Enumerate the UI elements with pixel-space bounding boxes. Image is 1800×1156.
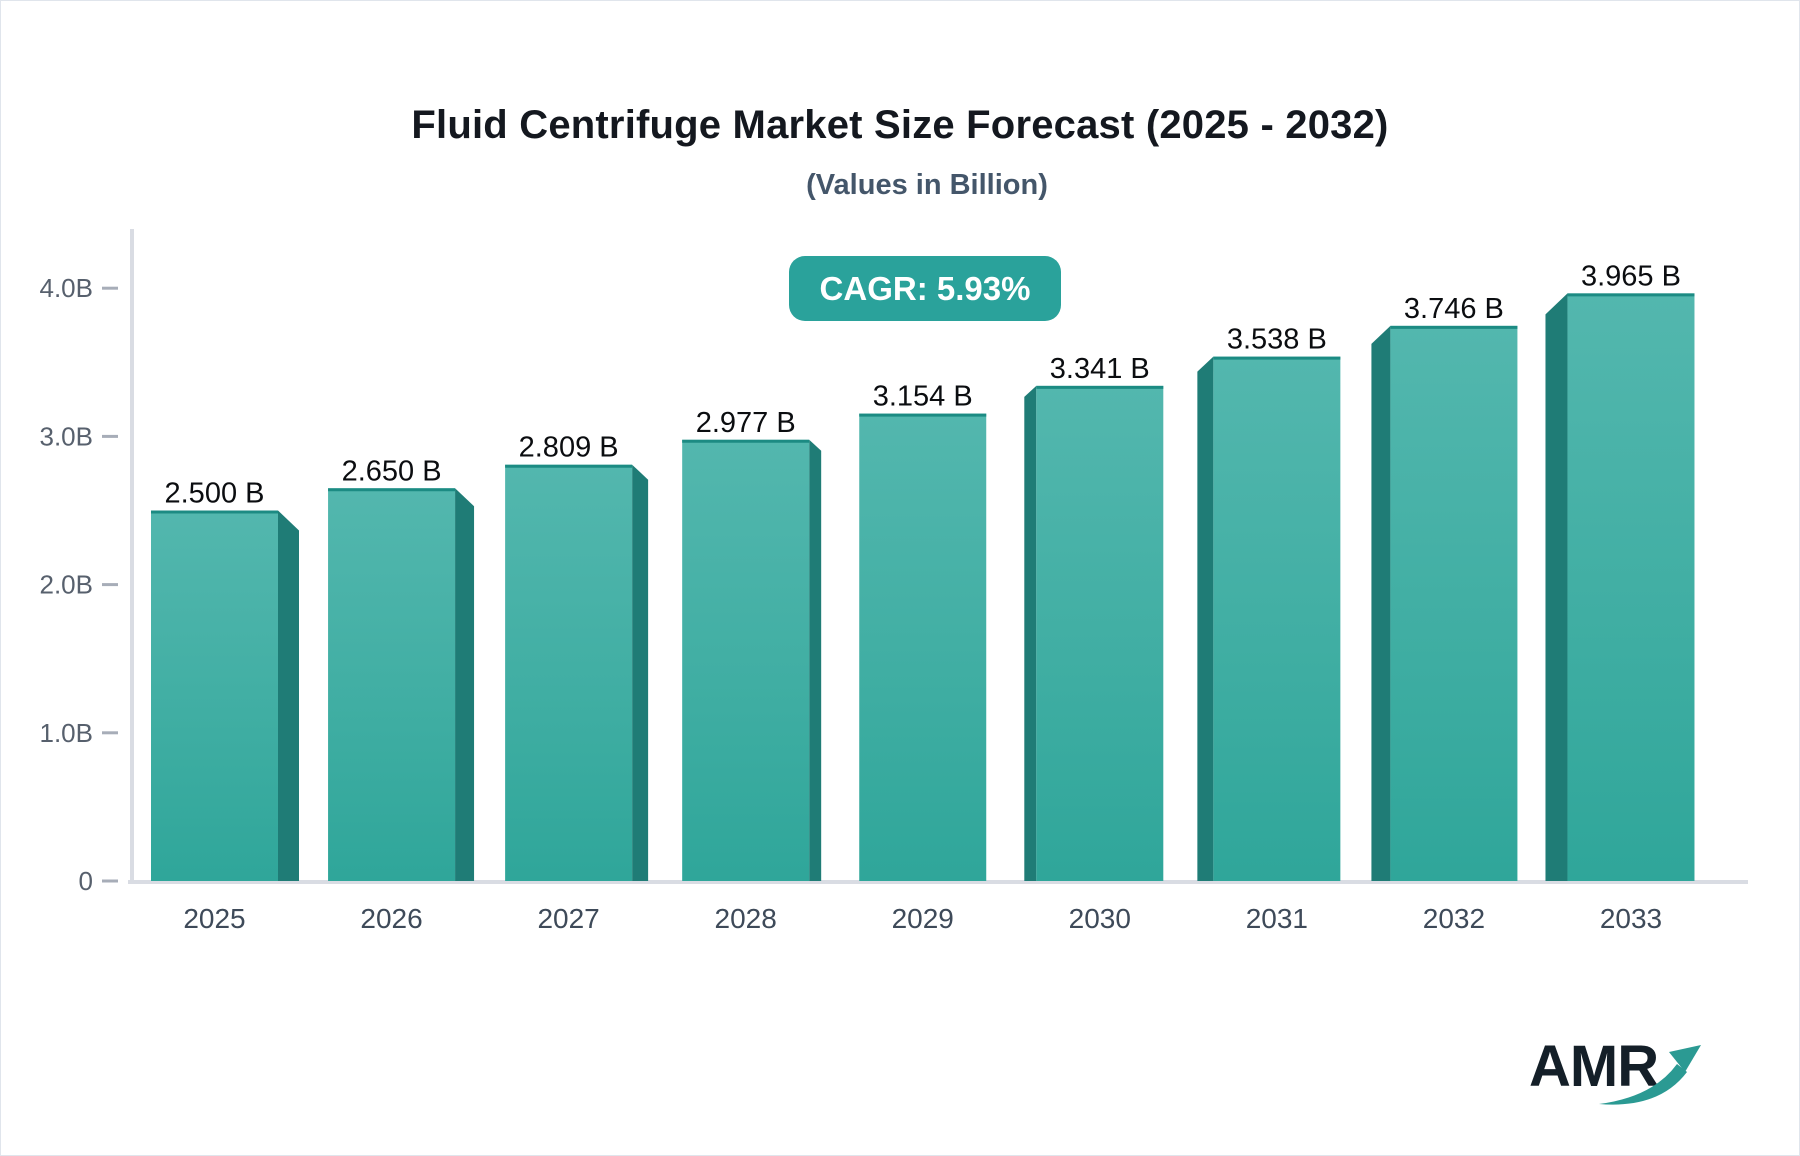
y-tick-label: 3.0B (40, 421, 94, 451)
bar-side (809, 439, 822, 881)
bar-value-label: 2.500 B (165, 478, 265, 510)
bar-2029: 3.154 B 2029 (859, 381, 987, 934)
bar-2026: 2.650 B 2026 (328, 455, 475, 934)
bar-side (1024, 385, 1037, 881)
logo-arrow-icon (1599, 1045, 1701, 1105)
bar-value-label: 3.154 B (873, 381, 973, 413)
bar-value-label: 3.341 B (1050, 353, 1150, 385)
bar-face (328, 488, 456, 881)
bar-value-label: 3.965 B (1581, 260, 1681, 292)
bar-side (632, 464, 649, 881)
bar-value-label: 3.746 B (1404, 293, 1504, 325)
bar-side (1197, 356, 1214, 881)
y-tick-label: 0 (79, 866, 93, 896)
bar-value-label: 2.650 B (342, 455, 442, 487)
x-axis-year-label: 2029 (892, 903, 954, 934)
x-axis-year-label: 2031 (1246, 903, 1308, 934)
amr-logo-text: AMR (1529, 1034, 1658, 1099)
cagr-badge: CAGR: 5.93% (789, 256, 1061, 321)
bars: 2.500 B 2025 2.650 B 2026 2.809 B 2027 2.977 B… (151, 260, 1695, 934)
x-axis-year-label: 2030 (1069, 903, 1131, 934)
bar-face (1213, 356, 1341, 881)
bar-side (455, 488, 475, 881)
bar-face (151, 510, 278, 881)
bar-2028: 2.977 B 2028 (682, 407, 822, 934)
bar-face (859, 413, 987, 881)
y-tick-label: 4.0B (40, 273, 94, 303)
bar-2033: 3.965 B 2033 (1545, 260, 1695, 934)
x-axis-year-label: 2028 (715, 903, 777, 934)
bar-side (278, 510, 299, 881)
y-tick-label: 1.0B (40, 718, 94, 748)
bar-face (505, 464, 633, 881)
x-axis-year-label: 2032 (1423, 903, 1485, 934)
chart-title: Fluid Centrifuge Market Size Forecast (2… (411, 103, 1389, 147)
x-axis-year-label: 2026 (360, 903, 422, 934)
chart-subtitle: (Values in Billion) (806, 169, 1048, 201)
y-tick-label: 2.0B (40, 570, 94, 600)
amr-logo: AMR (1529, 1034, 1701, 1105)
bar-value-label: 2.809 B (519, 432, 619, 464)
bar-value-label: 2.977 B (696, 407, 796, 439)
x-axis-year-label: 2033 (1600, 903, 1662, 934)
axes: 4.0B 3.0B 2.0B 1.0B 0 (40, 229, 1748, 896)
bar-side (1545, 293, 1568, 882)
bar-side (1371, 325, 1391, 882)
x-axis-year-label: 2027 (537, 903, 599, 934)
bar-value-label: 3.538 B (1227, 324, 1327, 356)
bar-face (1567, 293, 1695, 882)
bar-2031: 3.538 B 2031 (1197, 324, 1341, 934)
bar-2027: 2.809 B 2027 (505, 432, 649, 934)
bar-face (1036, 385, 1164, 881)
bar-2032: 3.746 B 2032 (1371, 293, 1518, 934)
bar-2025: 2.500 B 2025 (151, 478, 299, 934)
x-axis-year-label: 2025 (183, 903, 245, 934)
bar-face (1390, 325, 1518, 882)
bar-face (682, 439, 810, 881)
bar-2030: 3.341 B 2030 (1024, 353, 1164, 934)
